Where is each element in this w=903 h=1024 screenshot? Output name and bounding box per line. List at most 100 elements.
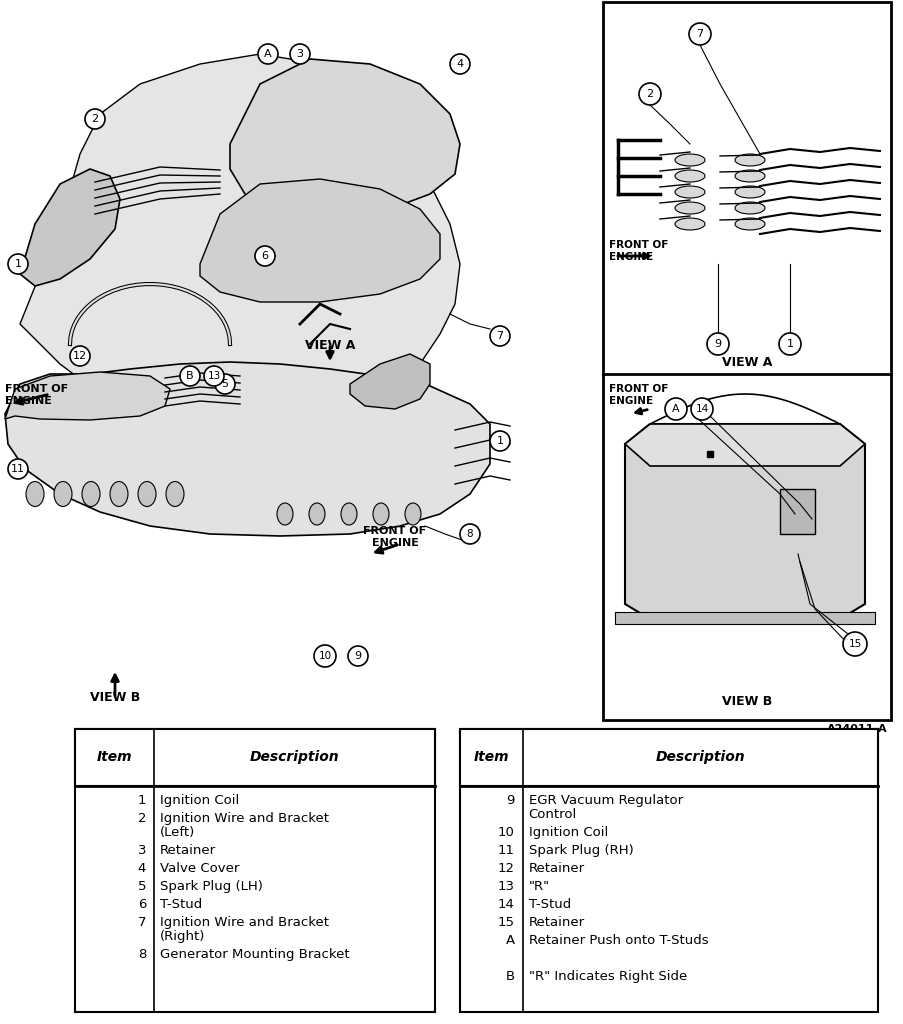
Polygon shape: [229, 59, 460, 216]
Ellipse shape: [138, 481, 156, 507]
Text: 1: 1: [14, 259, 22, 269]
Circle shape: [8, 254, 28, 274]
Polygon shape: [20, 54, 460, 449]
Circle shape: [290, 44, 310, 63]
Polygon shape: [349, 354, 430, 409]
Ellipse shape: [166, 481, 184, 507]
Text: 1: 1: [137, 794, 146, 807]
Text: Item: Item: [97, 751, 132, 764]
Text: A: A: [505, 934, 514, 947]
Text: 9: 9: [713, 339, 721, 349]
Polygon shape: [200, 179, 440, 302]
Polygon shape: [20, 169, 120, 286]
Text: B: B: [186, 371, 193, 381]
Circle shape: [665, 398, 686, 420]
Polygon shape: [624, 424, 864, 618]
Text: 10: 10: [498, 826, 514, 839]
Bar: [779, 489, 815, 534]
Text: Ignition Wire and Bracket: Ignition Wire and Bracket: [160, 916, 329, 929]
Text: FRONT OF
ENGINE: FRONT OF ENGINE: [609, 240, 667, 261]
Bar: [602, 2, 890, 720]
Polygon shape: [624, 424, 864, 466]
Text: VIEW A: VIEW A: [304, 339, 355, 352]
Text: Generator Mounting Bracket: Generator Mounting Bracket: [160, 948, 349, 962]
Text: Description: Description: [249, 751, 339, 764]
Ellipse shape: [26, 481, 44, 507]
Text: Retainer: Retainer: [528, 916, 584, 929]
Text: 5: 5: [221, 379, 228, 389]
Circle shape: [204, 366, 224, 386]
Circle shape: [215, 374, 235, 394]
Text: Retainer: Retainer: [160, 844, 216, 857]
Bar: [460, 729, 877, 1012]
Bar: [614, 612, 874, 624]
Text: 4: 4: [137, 862, 146, 876]
Circle shape: [460, 524, 479, 544]
Text: Retainer Push onto T-Studs: Retainer Push onto T-Studs: [528, 934, 708, 947]
Ellipse shape: [110, 481, 128, 507]
Text: 3: 3: [296, 49, 303, 59]
Circle shape: [257, 44, 278, 63]
Text: Valve Cover: Valve Cover: [160, 862, 239, 876]
Text: 12: 12: [498, 862, 514, 876]
Circle shape: [85, 109, 105, 129]
Ellipse shape: [734, 186, 764, 198]
Text: Ignition Coil: Ignition Coil: [160, 794, 239, 807]
Text: 15: 15: [498, 916, 514, 929]
Text: Ignition Wire and Bracket: Ignition Wire and Bracket: [160, 812, 329, 825]
Text: Item: Item: [473, 751, 508, 764]
Circle shape: [348, 646, 368, 666]
Ellipse shape: [734, 154, 764, 166]
Ellipse shape: [82, 481, 100, 507]
Circle shape: [778, 333, 800, 355]
Text: 7: 7: [137, 916, 146, 929]
Text: 13: 13: [207, 371, 220, 381]
Text: VIEW A: VIEW A: [721, 356, 771, 369]
Text: 7: 7: [695, 29, 703, 39]
Bar: [460, 729, 877, 785]
Text: 3: 3: [137, 844, 146, 857]
Ellipse shape: [675, 218, 704, 230]
Circle shape: [706, 333, 728, 355]
Text: 1: 1: [496, 436, 503, 446]
Circle shape: [688, 23, 711, 45]
Text: 9: 9: [354, 651, 361, 662]
Text: 14: 14: [498, 898, 514, 911]
Text: A: A: [672, 404, 679, 414]
Circle shape: [842, 632, 866, 656]
Circle shape: [489, 431, 509, 451]
Circle shape: [450, 54, 470, 74]
Text: T-Stud: T-Stud: [528, 898, 571, 911]
Text: 5: 5: [137, 880, 146, 893]
Text: 1: 1: [786, 339, 793, 349]
Bar: [75, 729, 434, 785]
Text: VIEW B: VIEW B: [89, 691, 140, 705]
Text: "R" Indicates Right Side: "R" Indicates Right Side: [528, 970, 686, 983]
Text: Spark Plug (RH): Spark Plug (RH): [528, 844, 633, 857]
Ellipse shape: [340, 503, 357, 525]
Text: A24011-A: A24011-A: [826, 724, 887, 734]
Text: Description: Description: [655, 751, 744, 764]
Text: 8: 8: [137, 948, 146, 962]
Text: 2: 2: [137, 812, 146, 825]
Text: 7: 7: [496, 331, 503, 341]
Ellipse shape: [734, 218, 764, 230]
Ellipse shape: [675, 154, 704, 166]
Ellipse shape: [54, 481, 72, 507]
Text: 12: 12: [73, 351, 87, 361]
Text: FRONT OF
ENGINE: FRONT OF ENGINE: [363, 526, 426, 548]
Ellipse shape: [309, 503, 325, 525]
Text: 13: 13: [498, 880, 514, 893]
Text: 8: 8: [466, 529, 473, 539]
Text: FRONT OF
ENGINE: FRONT OF ENGINE: [609, 384, 667, 406]
Text: 4: 4: [456, 59, 463, 69]
Text: 11: 11: [11, 464, 25, 474]
Circle shape: [638, 83, 660, 105]
Text: (Right): (Right): [160, 930, 205, 943]
Text: B: B: [505, 970, 514, 983]
Text: (Left): (Left): [160, 826, 195, 839]
Text: Spark Plug (LH): Spark Plug (LH): [160, 880, 263, 893]
Text: 2: 2: [646, 89, 653, 99]
Text: 14: 14: [694, 404, 708, 414]
Text: 11: 11: [498, 844, 514, 857]
